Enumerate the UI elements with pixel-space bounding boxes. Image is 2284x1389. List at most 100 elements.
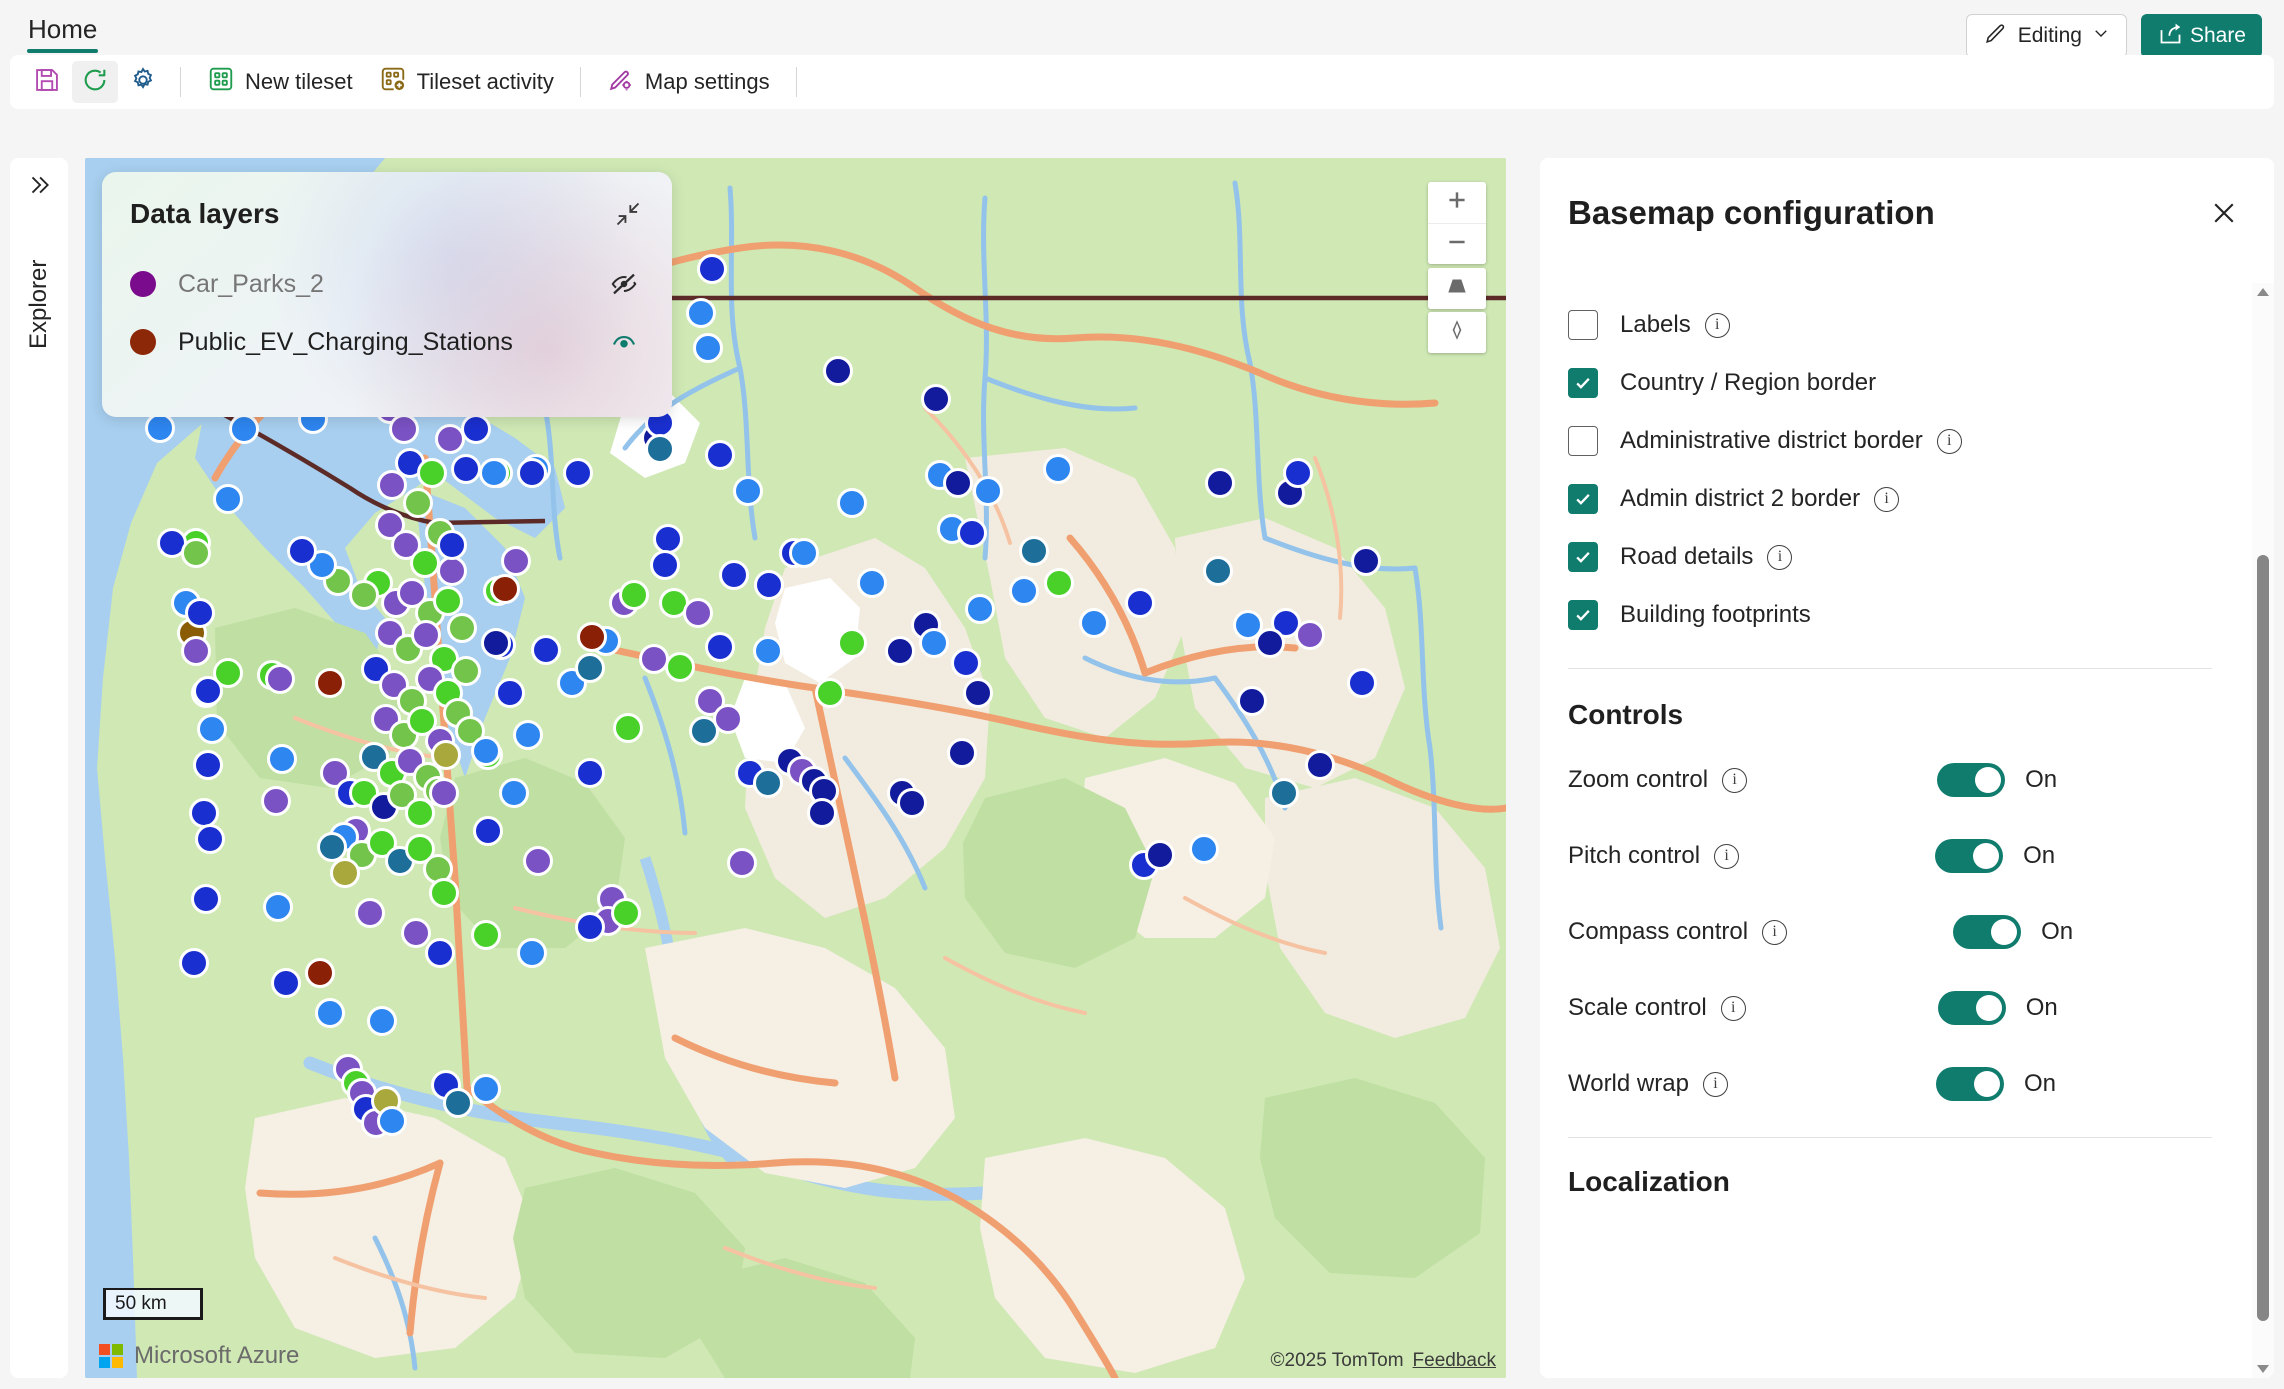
- map-marker[interactable]: [410, 548, 440, 578]
- map-marker[interactable]: [181, 538, 211, 568]
- map-marker[interactable]: [837, 628, 867, 658]
- feedback-link[interactable]: Feedback: [1412, 1350, 1496, 1371]
- map-marker[interactable]: [693, 333, 723, 363]
- close-icon[interactable]: [2202, 191, 2246, 235]
- zoom-out-button[interactable]: [1428, 223, 1486, 264]
- map-marker[interactable]: [315, 668, 345, 698]
- info-icon[interactable]: i: [1874, 486, 1900, 512]
- map-marker[interactable]: [447, 613, 477, 643]
- map-marker[interactable]: [451, 656, 481, 686]
- map-marker[interactable]: [417, 458, 447, 488]
- map-marker[interactable]: [1233, 610, 1263, 640]
- map-marker[interactable]: [754, 570, 784, 600]
- toggle-world-wrap[interactable]: [1935, 1067, 2004, 1101]
- map-marker[interactable]: [425, 938, 455, 968]
- map-marker[interactable]: [727, 848, 757, 878]
- checkbox-row-country-region-border[interactable]: Country / Region border: [1568, 354, 2212, 412]
- map-marker[interactable]: [451, 454, 481, 484]
- map-marker[interactable]: [481, 628, 511, 658]
- map-marker[interactable]: [563, 458, 593, 488]
- map-marker[interactable]: [1347, 668, 1377, 698]
- map-marker[interactable]: [437, 556, 467, 586]
- map-marker[interactable]: [433, 586, 463, 616]
- map-marker[interactable]: [823, 356, 853, 386]
- map-marker[interactable]: [965, 594, 995, 624]
- zoom-in-button[interactable]: [1428, 182, 1486, 223]
- map-marker[interactable]: [437, 530, 467, 560]
- map-marker[interactable]: [377, 1106, 407, 1136]
- map-marker[interactable]: [733, 476, 763, 506]
- info-icon[interactable]: i: [1720, 995, 1746, 1021]
- map-marker[interactable]: [577, 622, 607, 652]
- info-icon[interactable]: i: [1767, 544, 1793, 570]
- map-marker[interactable]: [973, 476, 1003, 506]
- map-marker[interactable]: [650, 550, 680, 580]
- map-marker[interactable]: [193, 676, 223, 706]
- map-marker[interactable]: [429, 778, 459, 808]
- map-marker[interactable]: [753, 768, 783, 798]
- map-marker[interactable]: [495, 678, 525, 708]
- map-marker[interactable]: [885, 636, 915, 666]
- tab-home[interactable]: Home: [22, 10, 103, 55]
- map-marker[interactable]: [705, 632, 735, 662]
- map-marker[interactable]: [611, 898, 641, 928]
- map-marker[interactable]: [403, 488, 433, 518]
- map-marker[interactable]: [389, 414, 419, 444]
- map-marker[interactable]: [517, 458, 547, 488]
- map-marker[interactable]: [713, 704, 743, 734]
- map-marker[interactable]: [377, 470, 407, 500]
- map-marker[interactable]: [271, 968, 301, 998]
- map-marker[interactable]: [213, 658, 243, 688]
- map-marker[interactable]: [957, 518, 987, 548]
- checkbox-row-administrative-district-border[interactable]: Administrative district border i: [1568, 412, 2212, 470]
- map-marker[interactable]: [951, 648, 981, 678]
- map-marker[interactable]: [265, 664, 295, 694]
- map-marker[interactable]: [686, 298, 716, 328]
- info-icon[interactable]: i: [1704, 312, 1730, 338]
- map-marker[interactable]: [653, 524, 683, 554]
- map-marker[interactable]: [443, 1088, 473, 1118]
- map-marker[interactable]: [513, 720, 543, 750]
- pitch-button[interactable]: [1428, 268, 1486, 309]
- map-marker[interactable]: [401, 918, 431, 948]
- map-marker[interactable]: [947, 738, 977, 768]
- map-marker[interactable]: [1019, 536, 1049, 566]
- map-marker[interactable]: [429, 878, 459, 908]
- map-marker[interactable]: [349, 580, 379, 610]
- new-tileset-button[interactable]: New tileset: [195, 61, 365, 103]
- map-marker[interactable]: [1295, 620, 1325, 650]
- map-marker[interactable]: [367, 1006, 397, 1036]
- data-layer-row[interactable]: Public_EV_Charging_Stations: [130, 313, 644, 371]
- toggle-zoom-control[interactable]: [1937, 763, 2006, 797]
- map-marker[interactable]: [943, 468, 973, 498]
- map-marker[interactable]: [517, 938, 547, 968]
- map-marker[interactable]: [697, 254, 727, 284]
- map-marker[interactable]: [185, 598, 215, 628]
- map-marker[interactable]: [807, 798, 837, 828]
- map-marker[interactable]: [523, 846, 553, 876]
- map-marker[interactable]: [1255, 628, 1285, 658]
- map-marker[interactable]: [261, 786, 291, 816]
- map-marker[interactable]: [683, 598, 713, 628]
- checkbox-row-road-details[interactable]: Road details i: [1568, 528, 2212, 586]
- map-marker[interactable]: [705, 440, 735, 470]
- map-marker[interactable]: [1009, 576, 1039, 606]
- map-marker[interactable]: [645, 408, 675, 438]
- collapse-diagonal-icon[interactable]: [612, 198, 644, 235]
- map-marker[interactable]: [471, 920, 501, 950]
- map-marker[interactable]: [815, 678, 845, 708]
- info-icon[interactable]: i: [1714, 843, 1740, 869]
- map-marker[interactable]: [1283, 458, 1313, 488]
- map-marker[interactable]: [857, 568, 887, 598]
- map-marker[interactable]: [1269, 778, 1299, 808]
- map-marker[interactable]: [145, 413, 175, 443]
- map-marker[interactable]: [575, 758, 605, 788]
- map-marker[interactable]: [189, 798, 219, 828]
- map-marker[interactable]: [1305, 750, 1335, 780]
- map-marker[interactable]: [197, 714, 227, 744]
- info-icon[interactable]: i: [1722, 767, 1748, 793]
- map-marker[interactable]: [435, 424, 465, 454]
- editing-button[interactable]: Editing: [1965, 14, 2127, 58]
- map-marker[interactable]: [837, 488, 867, 518]
- map-marker[interactable]: [665, 652, 695, 682]
